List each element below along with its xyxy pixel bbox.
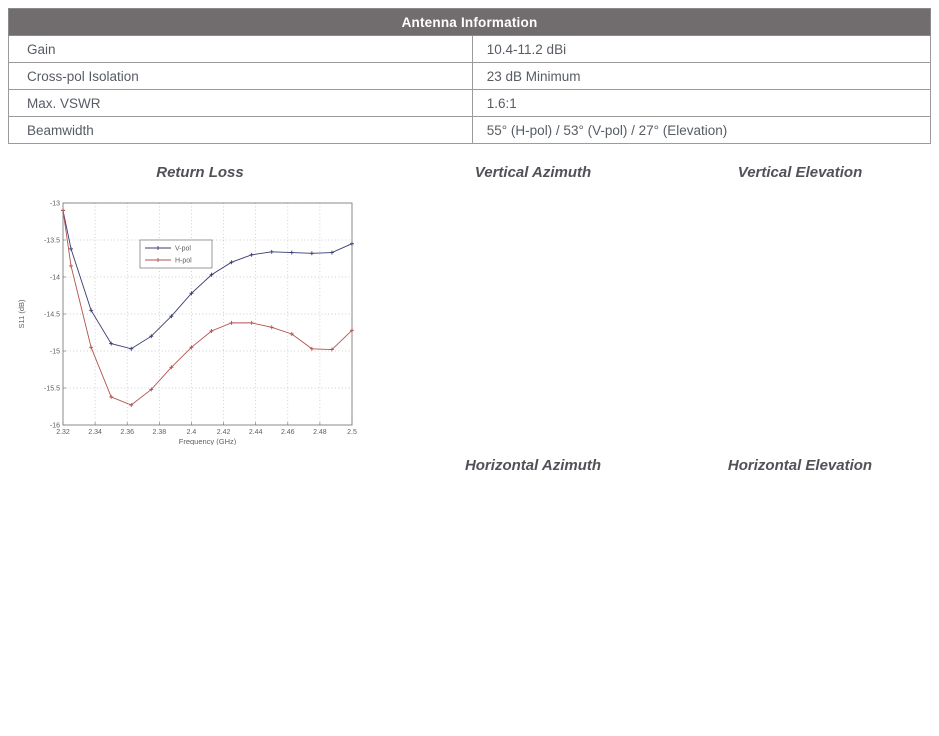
plot-frame — [62, 202, 353, 426]
svg-text:2.44: 2.44 — [249, 429, 263, 436]
svg-text:2.4: 2.4 — [187, 429, 197, 436]
legend: V-pol H-pol — [139, 239, 213, 269]
return-loss-plot: 2.32 2.34 2.36 2.38 2.4 2.42 2.44 2.46 2.48 2.5 -1… — [10, 187, 390, 446]
horizontal-azimuth-chart: Horizontal Azimuth — [412, 455, 654, 736]
row-label-gain: Gain — [8, 35, 473, 63]
svg-text:-13: -13 — [50, 201, 60, 208]
vertical-azimuth-chart: Vertical Azimuth — [412, 162, 654, 447]
row-value-beamwidth: 55° (H-pol) / 53° (V-pol) / 27° (Elevati… — [471, 116, 932, 144]
horizontal-azimuth-title: Horizontal Azimuth — [464, 457, 602, 474]
row-label-beamwidth: Beamwidth — [8, 116, 473, 144]
svg-text:2.42: 2.42 — [217, 429, 231, 436]
y-axis-label: S11 (dB) — [17, 299, 26, 329]
svg-text:-14.5: -14.5 — [44, 312, 60, 319]
svg-text:H-pol: H-pol — [175, 258, 192, 265]
svg-text:2.34: 2.34 — [88, 429, 102, 436]
series-v-pol — [61, 208, 354, 351]
series-h-pol — [61, 208, 354, 408]
table-title: Antenna Information — [8, 8, 931, 36]
antenna-info-table: Antenna Information Gain 10.4-11.2 dBi C… — [8, 8, 932, 144]
svg-text:-15.5: -15.5 — [44, 386, 60, 393]
svg-text:2.48: 2.48 — [313, 429, 327, 436]
horizontal-elevation-chart: Horizontal Elevation — [679, 455, 921, 736]
row-label-crosspol: Cross-pol Isolation — [8, 62, 473, 90]
svg-text:2.5: 2.5 — [347, 429, 357, 436]
svg-text:-14: -14 — [50, 275, 60, 282]
row-value-gain: 10.4-11.2 dBi — [471, 35, 932, 63]
horizontal-elevation-title: Horizontal Elevation — [727, 457, 873, 474]
table-row-beamwidth: Beamwidth 55° (H-pol) / 53° (V-pol) / 27… — [8, 116, 932, 144]
table-row-vswr: Max. VSWR 1.6:1 — [8, 89, 932, 117]
table-row-crosspol: Cross-pol Isolation 23 dB Minimum — [8, 62, 932, 90]
vertical-azimuth-title: Vertical Azimuth — [474, 164, 592, 181]
svg-text:-13.5: -13.5 — [44, 238, 60, 245]
svg-text:-15: -15 — [50, 349, 60, 356]
svg-text:2.46: 2.46 — [281, 429, 295, 436]
row-label-vswr: Max. VSWR — [8, 89, 473, 117]
svg-text:2.32: 2.32 — [56, 429, 70, 436]
x-axis-label: Frequency (GHz) — [179, 437, 237, 445]
table-row-gain: Gain 10.4-11.2 dBi — [8, 35, 932, 63]
vertical-elevation-title: Vertical Elevation — [737, 164, 863, 181]
svg-text:V-pol: V-pol — [175, 246, 191, 253]
svg-text:2.38: 2.38 — [153, 429, 167, 436]
return-loss-title: Return Loss — [156, 164, 244, 181]
table-header-row: Antenna Information — [8, 8, 931, 36]
svg-text:-16: -16 — [50, 423, 60, 430]
vertical-elevation-chart: Vertical Elevation — [679, 162, 921, 447]
svg-text:2.36: 2.36 — [120, 429, 134, 436]
row-value-vswr: 1.6:1 — [471, 89, 932, 117]
grid: 2.32 2.34 2.36 2.38 2.4 2.42 2.44 2.46 2.48 2.5 -1… — [44, 201, 357, 437]
row-value-crosspol: 23 dB Minimum — [471, 62, 932, 90]
return-loss-chart: Return Loss 2.32 2.34 2.36 2.38 2.4 2.42 2.44 2… — [10, 162, 390, 447]
line-chart-svg: 2.32 2.34 2.36 2.38 2.4 2.42 2.44 2.46 2.48 2.5 -1… — [17, 201, 357, 446]
